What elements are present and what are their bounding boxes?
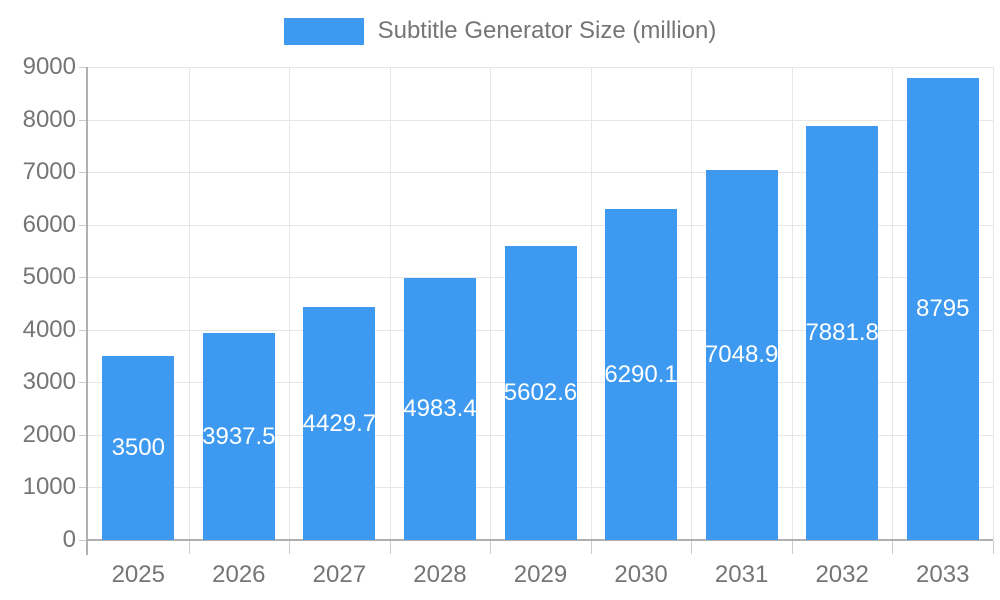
y-tick-label-9000: 9000	[22, 53, 76, 80]
category-separator-4	[490, 67, 492, 540]
y-gridline-7000	[88, 172, 993, 174]
y-tick-label-5000: 5000	[22, 263, 76, 291]
x-tick-label-2033: 2033	[916, 561, 970, 588]
bar-2030[interactable]	[605, 209, 678, 540]
bar-value-label-2026: 3937.5	[202, 422, 276, 450]
x-tick-label-2025: 2025	[111, 561, 165, 588]
category-separator-3	[389, 67, 391, 540]
x-tickmark-8	[892, 541, 894, 554]
y-tickmark-9000	[79, 67, 88, 68]
y-tick-label-8000: 8000	[22, 105, 76, 133]
bar-value-label-2025: 3500	[111, 434, 165, 462]
x-tickmark-9	[993, 541, 994, 554]
y-tick-label-6000: 6000	[22, 210, 76, 238]
bar-2028[interactable]	[403, 278, 476, 540]
bar-2032[interactable]	[806, 125, 879, 540]
x-tick-label-2028: 2028	[413, 561, 467, 588]
y-tickmark-8000	[79, 119, 88, 121]
y-tickmark-6000	[79, 224, 88, 226]
x-tick-label-2031: 2031	[714, 561, 769, 588]
y-tick-label-3000: 3000	[22, 368, 76, 396]
chart-legend[interactable]: Subtitle Generator Size (million)	[0, 15, 1000, 47]
x-tick-label-2027: 2027	[312, 561, 367, 588]
x-tick-label-2026: 2026	[212, 561, 266, 588]
x-tickmark-1	[188, 541, 190, 554]
bar-value-label-2030: 6290.1	[604, 360, 678, 388]
bar-value-label-2031: 7048.9	[704, 340, 779, 368]
x-tick-label-2030: 2030	[614, 561, 668, 588]
y-gridline-8000	[88, 119, 993, 121]
plot-area: 0 1000 2000 3000 4000 5000 6000 7000 8000 9000 350…	[23, 53, 994, 588]
category-separator-9	[993, 67, 994, 540]
bar-2026[interactable]	[202, 333, 275, 540]
bar-2025[interactable]	[102, 356, 175, 540]
category-separator-7	[791, 67, 793, 540]
y-tick-label-4000: 4000	[22, 315, 76, 343]
category-separator-2	[289, 67, 291, 540]
bar-2029[interactable]	[504, 245, 577, 540]
bar-2027[interactable]	[303, 307, 376, 540]
bar-value-label-2029: 5602.6	[503, 378, 578, 406]
y-tickmark-1000	[79, 487, 88, 489]
y-tickmark-5000	[79, 277, 88, 279]
y-gridline-6000	[88, 224, 993, 226]
x-axis-line	[88, 539, 993, 541]
y-tickmark-0	[79, 540, 88, 541]
bar-value-label-2028: 4983.4	[403, 395, 477, 423]
category-separator-6	[691, 67, 693, 540]
y-tick-label-2000: 2000	[22, 420, 76, 448]
bar-2031[interactable]	[705, 169, 778, 540]
y-tick-label-0: 0	[62, 526, 76, 553]
y-tickmark-3000	[79, 382, 88, 384]
bar-value-label-2032: 7881.8	[805, 318, 879, 346]
x-tickmark-2	[289, 541, 291, 554]
x-tickmark-5	[590, 541, 592, 554]
y-tick-label-7000: 7000	[22, 158, 76, 186]
legend-swatch-icon	[283, 17, 364, 45]
x-tickmark-7	[791, 541, 793, 554]
x-tickmark-6	[691, 541, 693, 554]
x-tickmark-3	[389, 541, 391, 554]
legend-label: Subtitle Generator Size (million)	[377, 17, 717, 44]
bar-value-label-2027: 4429.7	[302, 409, 377, 437]
category-separator-5	[590, 67, 592, 540]
y-tickmark-7000	[79, 172, 88, 174]
y-tick-label-1000: 1000	[22, 473, 76, 501]
y-axis-line	[86, 67, 88, 555]
bar-2033[interactable]	[906, 77, 979, 540]
y-tickmark-4000	[79, 329, 88, 331]
y-tickmark-2000	[79, 434, 88, 436]
x-tick-label-2029: 2029	[513, 561, 568, 588]
category-separator-1	[188, 67, 190, 540]
category-separator-8	[892, 67, 894, 540]
x-tick-label-2032: 2032	[815, 561, 869, 588]
x-tickmark-4	[490, 541, 492, 554]
bar-value-label-2033: 8795	[916, 294, 970, 322]
y-gridline-9000	[88, 67, 993, 68]
